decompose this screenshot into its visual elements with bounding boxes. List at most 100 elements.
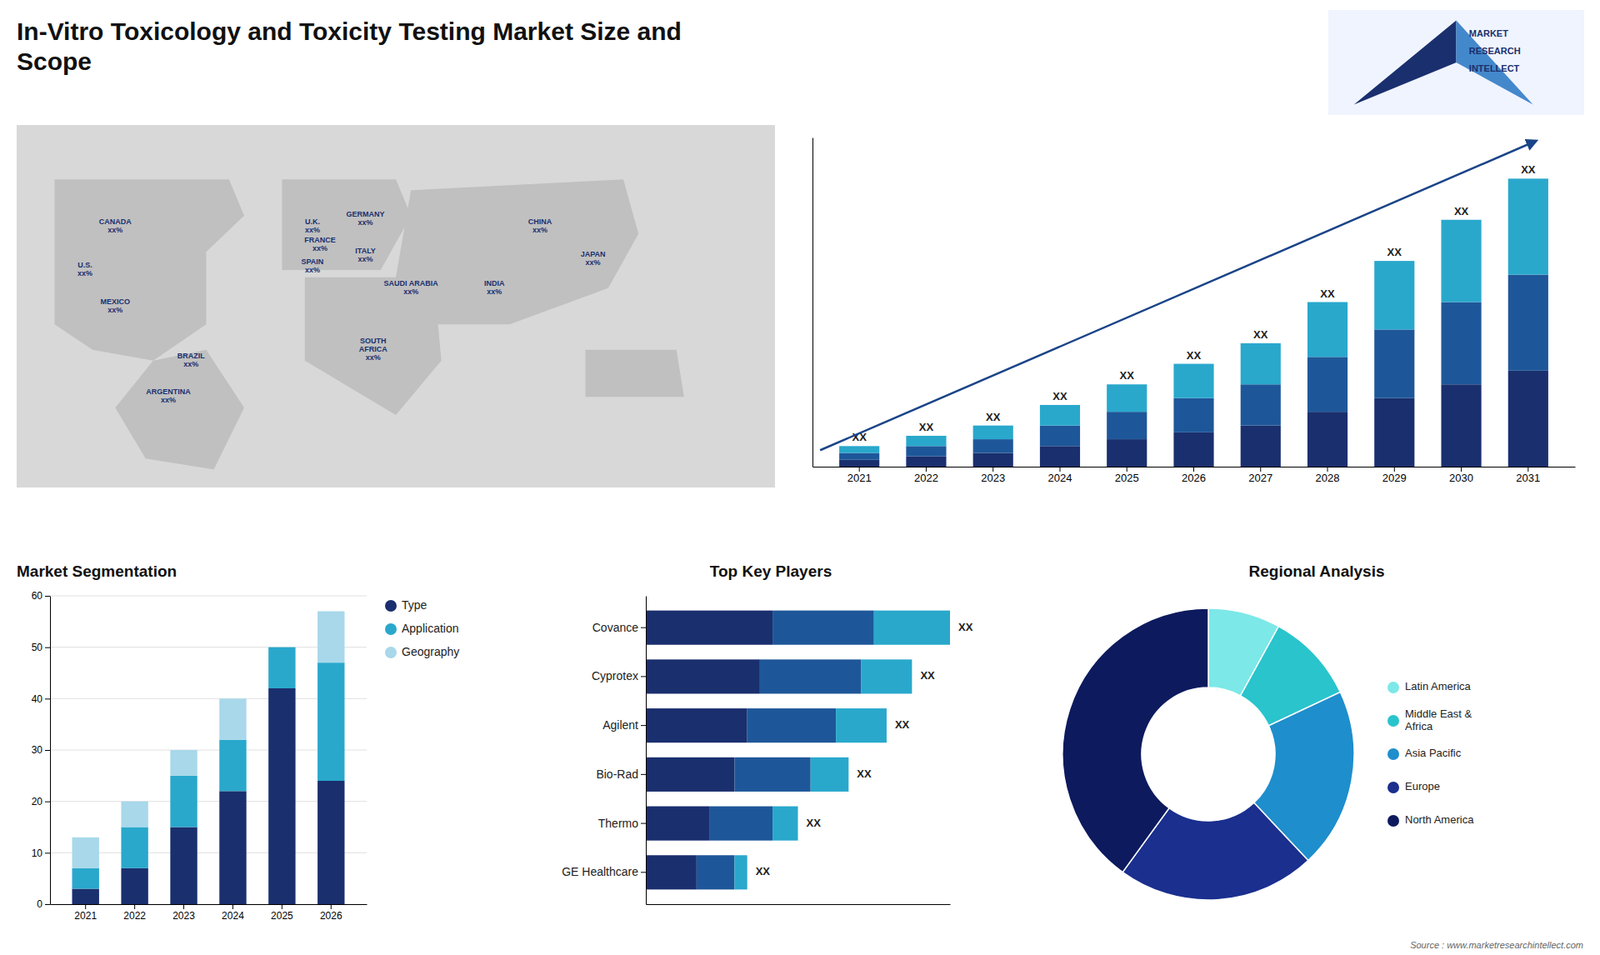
continent — [585, 350, 685, 398]
x-tick: 2024 — [221, 904, 245, 922]
bar — [645, 757, 735, 792]
x-tick-mark — [1193, 466, 1195, 472]
bar — [734, 757, 810, 792]
legend-item: Asia Pacific — [1387, 746, 1462, 760]
y-tick-mark — [45, 904, 50, 905]
bar-label: XX — [755, 865, 771, 878]
legend-label: Middle East &Africa — [1405, 707, 1473, 733]
bar — [1173, 364, 1214, 399]
country-label: CANADAxx% — [99, 217, 132, 235]
x-tick-label: 2021 — [847, 471, 872, 485]
y-tick-label: Covance — [592, 620, 639, 635]
x-tick: 2029 — [1382, 466, 1407, 485]
bar — [268, 647, 295, 689]
country-label-line: xx% — [107, 225, 123, 235]
bar — [1440, 302, 1481, 385]
country-label-line: ARGENTINA — [145, 388, 191, 397]
continent — [55, 179, 245, 361]
country-label: JAPANxx% — [580, 250, 606, 267]
regional-chart: Regional AnalysisLatin AmericaMiddle Eas… — [1062, 562, 1475, 900]
x-tick: 2031 — [1515, 466, 1540, 485]
legend-label-line: Asia Pacific — [1405, 746, 1462, 760]
x-tick-label: 2028 — [1315, 471, 1340, 485]
legend: TypeApplicationGeography — [385, 598, 460, 659]
bar-series — [839, 178, 1549, 453]
country-label: ARGENTINAxx% — [145, 388, 191, 405]
bar-label: XX — [1186, 349, 1202, 362]
x-tick-mark — [1394, 466, 1395, 472]
country-label: BRAZILxx% — [177, 351, 205, 369]
logo: MARKETRESEARCHINTELLECT — [1328, 10, 1585, 115]
country-label-line: xx% — [305, 265, 320, 275]
bar-label: XX — [920, 669, 935, 682]
bar — [1106, 384, 1147, 412]
x-tick-mark — [1059, 466, 1060, 472]
bars — [72, 611, 345, 905]
country-label: SOUTHAFRICAxx% — [359, 336, 388, 362]
country-label-line: SAUDI ARABIA — [384, 279, 440, 288]
bar — [120, 827, 148, 869]
bar-label: XX — [895, 718, 910, 731]
y-tick: 20 — [31, 795, 50, 808]
x-tick: 2021 — [74, 904, 97, 922]
bar — [1440, 220, 1481, 303]
y-tick-mark — [640, 871, 646, 873]
legend-label-line: Africa — [1405, 720, 1434, 733]
y-axis-line — [50, 596, 51, 905]
bar — [645, 708, 748, 743]
bar — [1173, 432, 1214, 467]
y-tick-label: 60 — [31, 590, 44, 602]
x-axis-line — [646, 904, 951, 905]
legend-marker — [1387, 781, 1400, 794]
legend-label: Europe — [1405, 780, 1440, 793]
bar — [219, 790, 246, 905]
legend-label: Asia Pacific — [1405, 746, 1462, 760]
bar — [1240, 384, 1281, 425]
bar — [810, 757, 850, 792]
y-tick-label: Cyprotex — [591, 669, 639, 683]
x-tick: 2023 — [172, 904, 195, 922]
bar-label: XX — [1454, 205, 1470, 218]
x-tick-label: 2025 — [1115, 471, 1140, 485]
x-tick-mark — [1327, 466, 1329, 472]
bar — [772, 610, 875, 645]
country-label-line: GERMANY — [346, 210, 385, 219]
bar — [1106, 411, 1147, 440]
map-background — [16, 125, 775, 488]
legend-item: Type — [385, 598, 428, 612]
bar — [1106, 439, 1147, 467]
grid — [50, 595, 367, 905]
y-tick: 30 — [31, 744, 50, 756]
x-tick-label: 2026 — [320, 910, 343, 922]
x-tick: 2025 — [1115, 466, 1140, 485]
country-label-line: xx% — [107, 305, 123, 315]
country-label-line: SPAIN — [300, 257, 324, 266]
bar — [120, 801, 148, 828]
country-label-line: xx% — [403, 287, 419, 296]
bar — [1374, 398, 1415, 467]
country-label-line: JAPAN — [580, 250, 606, 259]
bar-series — [734, 610, 950, 890]
bar — [219, 698, 246, 740]
country-label-line: xx% — [77, 269, 93, 278]
x-tick-mark — [859, 466, 860, 472]
y-tick: Agilent — [602, 718, 646, 732]
bar — [839, 445, 880, 453]
country-label-line: AFRICA — [359, 345, 388, 354]
bar — [839, 460, 880, 467]
y-tick-mark — [45, 750, 50, 751]
x-tick-mark — [183, 904, 185, 910]
country-label-line: xx% — [312, 244, 328, 253]
legend-item: Geography — [385, 645, 460, 659]
x-tick-mark — [232, 904, 234, 910]
bar — [219, 740, 246, 792]
y-tick: 40 — [31, 693, 50, 705]
y-tick: 50 — [31, 641, 50, 654]
x-tick-label: 2031 — [1515, 471, 1540, 485]
legend-label-line: Latin America — [1405, 680, 1472, 693]
x-axis — [646, 904, 951, 905]
main-bar-chart: XXXXXXXXXXXXXXXXXXXXXX202120222023202420… — [813, 138, 1576, 485]
country-label: INDIAxx% — [484, 279, 505, 296]
bar — [1307, 302, 1348, 358]
slices — [1062, 608, 1355, 900]
